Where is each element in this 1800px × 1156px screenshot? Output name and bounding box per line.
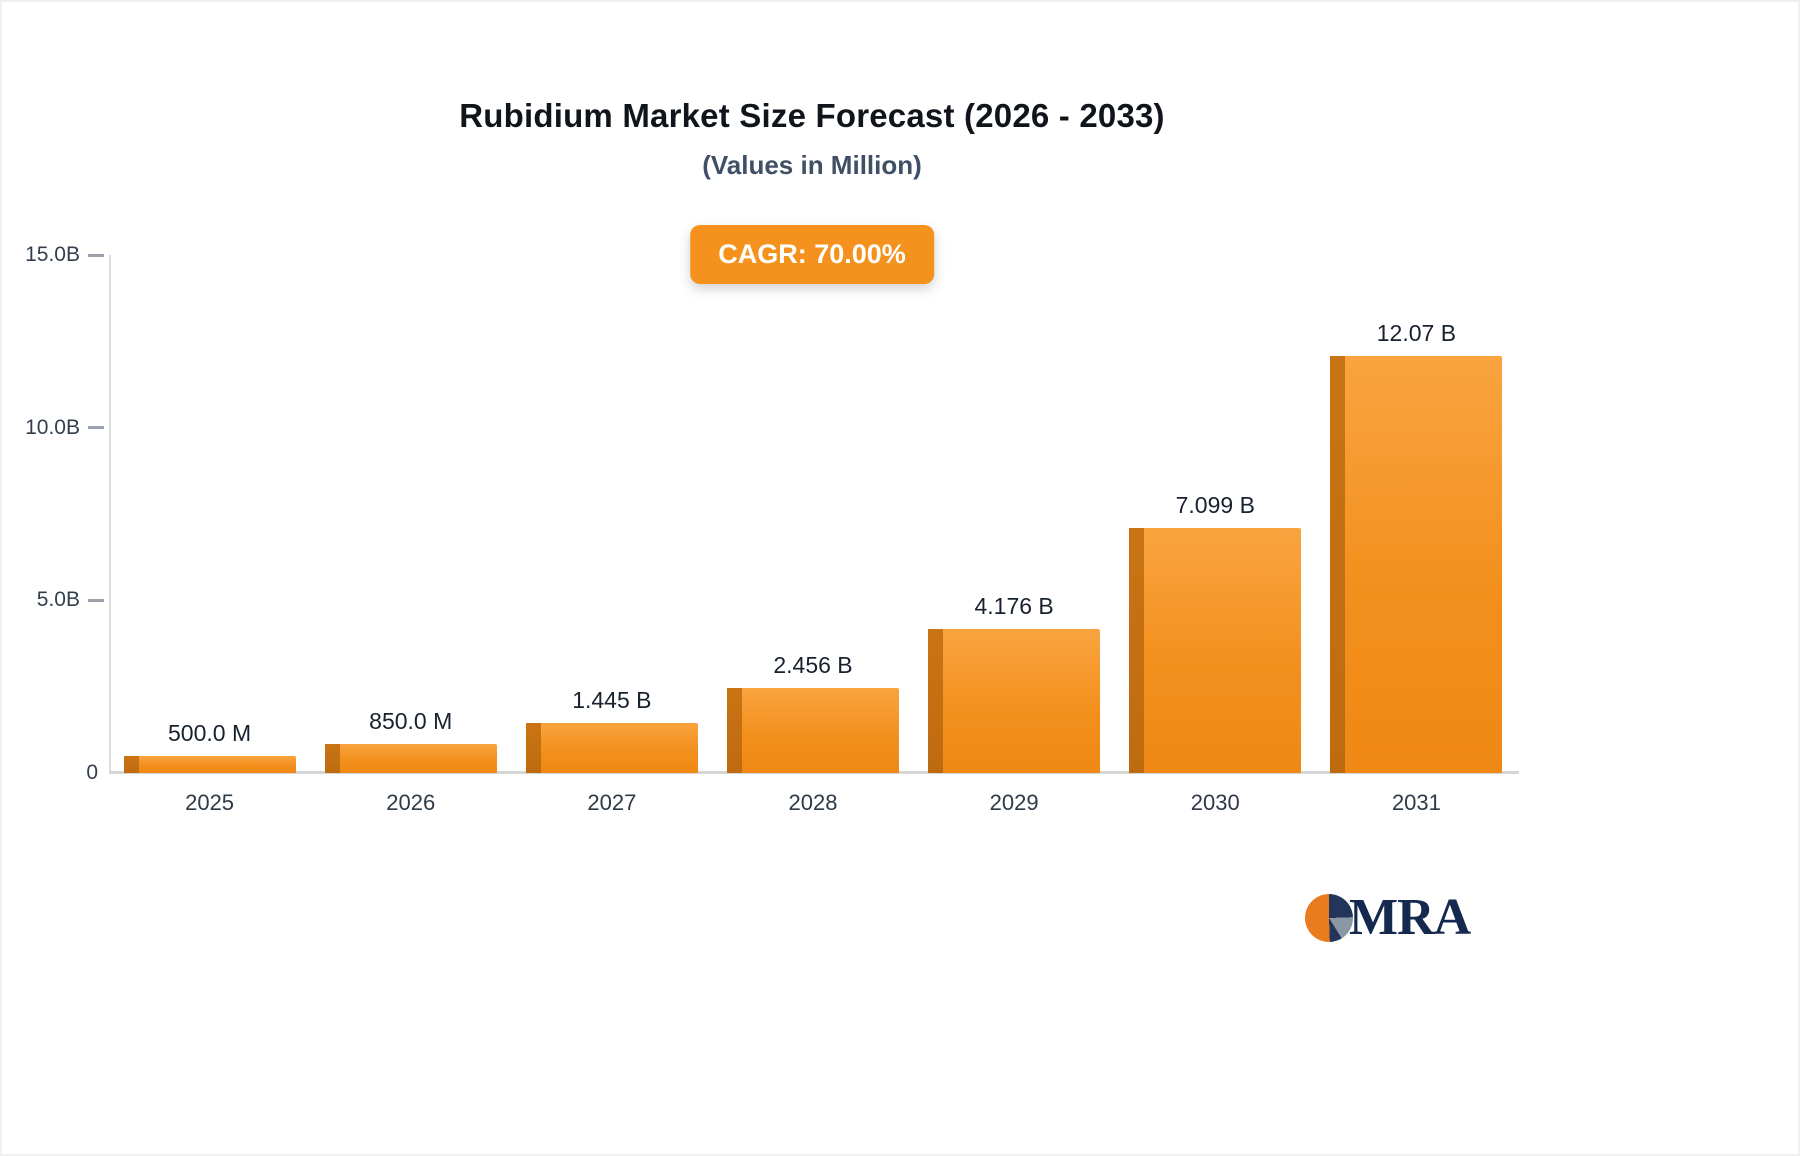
y-axis-line — [109, 255, 111, 773]
bar-value-label: 4.176 B — [974, 592, 1054, 619]
y-tick-label: 15.0B — [25, 243, 80, 266]
x-tick-label: 2029 — [989, 790, 1039, 815]
bar-side-shade — [726, 688, 742, 773]
y-tick-0: 0 — [2, 761, 106, 785]
bar-slot-2030: 7.099 B — [1115, 255, 1316, 773]
bar-value-label: 1.445 B — [572, 687, 652, 714]
x-tick-label: 2031 — [1391, 790, 1441, 815]
bar-slot-2026: 850.0 M — [310, 255, 511, 773]
y-tick-label: 10.0B — [25, 415, 80, 439]
x-tick-label: 2028 — [788, 790, 838, 815]
bar-value-label: 12.07 B — [1376, 320, 1457, 347]
y-tick-dash — [88, 253, 104, 257]
bar-slot-2028: 2.456 B — [712, 255, 913, 773]
bar-value-label: 7.099 B — [1175, 491, 1255, 518]
y-tick-10.0B: 10.0B — [2, 416, 106, 440]
bar-2031 — [1330, 356, 1503, 773]
x-tick-label: 2025 — [185, 790, 235, 815]
bar-side-shade — [123, 755, 139, 773]
mra-logo-pie-icon — [1305, 894, 1353, 942]
bar-side-shade — [525, 723, 541, 773]
bar-side-shade — [1129, 527, 1145, 773]
bar-side-shade — [928, 628, 944, 773]
y-tick-dash — [88, 598, 104, 602]
bar-2030 — [1129, 527, 1302, 773]
bar-value-label: 2.456 B — [773, 652, 853, 679]
y-axis: 0 5.0B 10.0B 15.0B — [2, 243, 106, 784]
chart-title: Rubidium Market Size Forecast (2026 - 20… — [459, 97, 1165, 134]
bar-side-shade — [1330, 356, 1346, 773]
bar-side-shade — [324, 743, 340, 773]
bar-2028 — [726, 688, 899, 773]
y-tick-label: 0 — [86, 761, 98, 784]
cagr-badge: CAGR: 70.00% — [690, 225, 934, 284]
y-tick-dash — [88, 426, 104, 430]
bar-2026 — [324, 743, 497, 773]
y-tick-label: 5.0B — [36, 588, 80, 612]
bar-2025 — [123, 755, 296, 773]
bar-value-label: 500.0 M — [168, 719, 252, 746]
x-axis-labels: 2025 2026 2027 2028 2029 2030 2031 — [109, 790, 1517, 816]
bar-value-label: 850.0 M — [369, 707, 453, 734]
x-tick-label: 2026 — [386, 790, 436, 815]
bar-2027 — [525, 723, 698, 773]
chart-subtitle: (Values in Million) — [702, 150, 922, 180]
plot-area: 500.0 M 850.0 M 1.445 B 2.456 B 4.176 B 7.099… — [109, 255, 1517, 773]
x-tick-label: 2030 — [1190, 790, 1240, 815]
mra-logo-text: MRA — [1349, 889, 1471, 946]
bar-slot-2025: 500.0 M — [109, 255, 310, 773]
bar-slot-2027: 1.445 B — [511, 255, 712, 773]
y-tick-15.0B: 15.0B — [2, 243, 106, 267]
bar-2029 — [928, 628, 1101, 773]
x-tick-label: 2027 — [587, 790, 637, 815]
y-tick-5.0B: 5.0B — [2, 588, 106, 612]
bar-slot-2029: 4.176 B — [914, 255, 1115, 773]
bar-slot-2031: 12.07 B — [1316, 255, 1517, 773]
mra-logo: MRA — [1305, 889, 1471, 946]
